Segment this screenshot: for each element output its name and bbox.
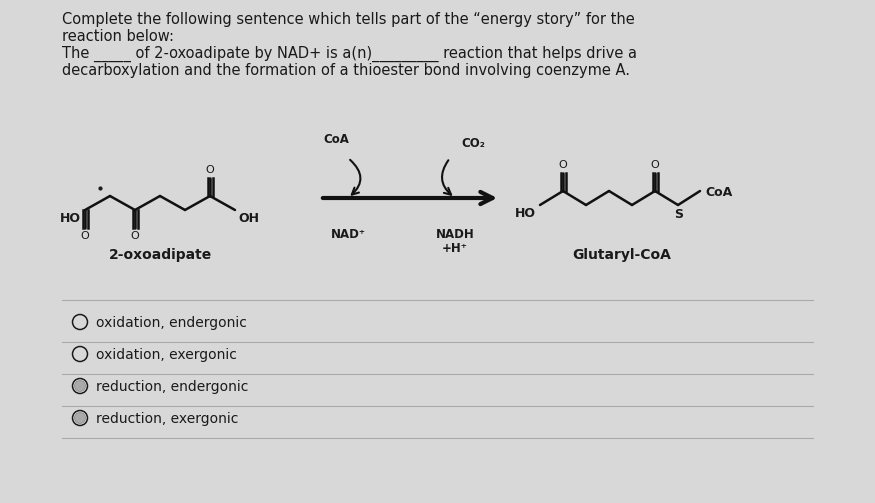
Text: decarboxylation and the formation of a thioester bond involving coenzyme A.: decarboxylation and the formation of a t… — [62, 63, 630, 78]
Circle shape — [74, 380, 86, 391]
Circle shape — [74, 412, 86, 424]
Text: CoA: CoA — [323, 133, 349, 146]
Text: HO: HO — [515, 207, 536, 220]
Text: O: O — [130, 231, 139, 241]
Text: CO₂: CO₂ — [461, 137, 485, 150]
Circle shape — [73, 314, 88, 329]
Text: +H⁺: +H⁺ — [442, 242, 468, 255]
Circle shape — [73, 378, 88, 393]
Text: O: O — [558, 160, 567, 170]
Text: O: O — [80, 231, 89, 241]
Text: oxidation, exergonic: oxidation, exergonic — [96, 348, 237, 362]
Text: The _____ of 2-oxoadipate by NAD+ is a(n)_________ reaction that helps drive a: The _____ of 2-oxoadipate by NAD+ is a(n… — [62, 46, 637, 62]
Text: S: S — [675, 208, 683, 221]
Text: reaction below:: reaction below: — [62, 29, 174, 44]
Text: oxidation, endergonic: oxidation, endergonic — [96, 316, 247, 330]
Text: O: O — [206, 165, 214, 175]
Text: Complete the following sentence which tells part of the “energy story” for the: Complete the following sentence which te… — [62, 12, 634, 27]
Text: HO: HO — [60, 212, 81, 225]
Text: NADH: NADH — [436, 228, 474, 241]
Text: OH: OH — [238, 212, 259, 225]
Text: O: O — [651, 160, 660, 170]
Circle shape — [73, 410, 88, 426]
Text: 2-oxoadipate: 2-oxoadipate — [108, 248, 212, 262]
Text: CoA: CoA — [705, 186, 732, 199]
Text: reduction, exergonic: reduction, exergonic — [96, 412, 238, 426]
Circle shape — [73, 347, 88, 362]
Text: NAD⁺: NAD⁺ — [331, 228, 366, 241]
Text: reduction, endergonic: reduction, endergonic — [96, 380, 248, 394]
Text: Glutaryl-CoA: Glutaryl-CoA — [572, 248, 671, 262]
